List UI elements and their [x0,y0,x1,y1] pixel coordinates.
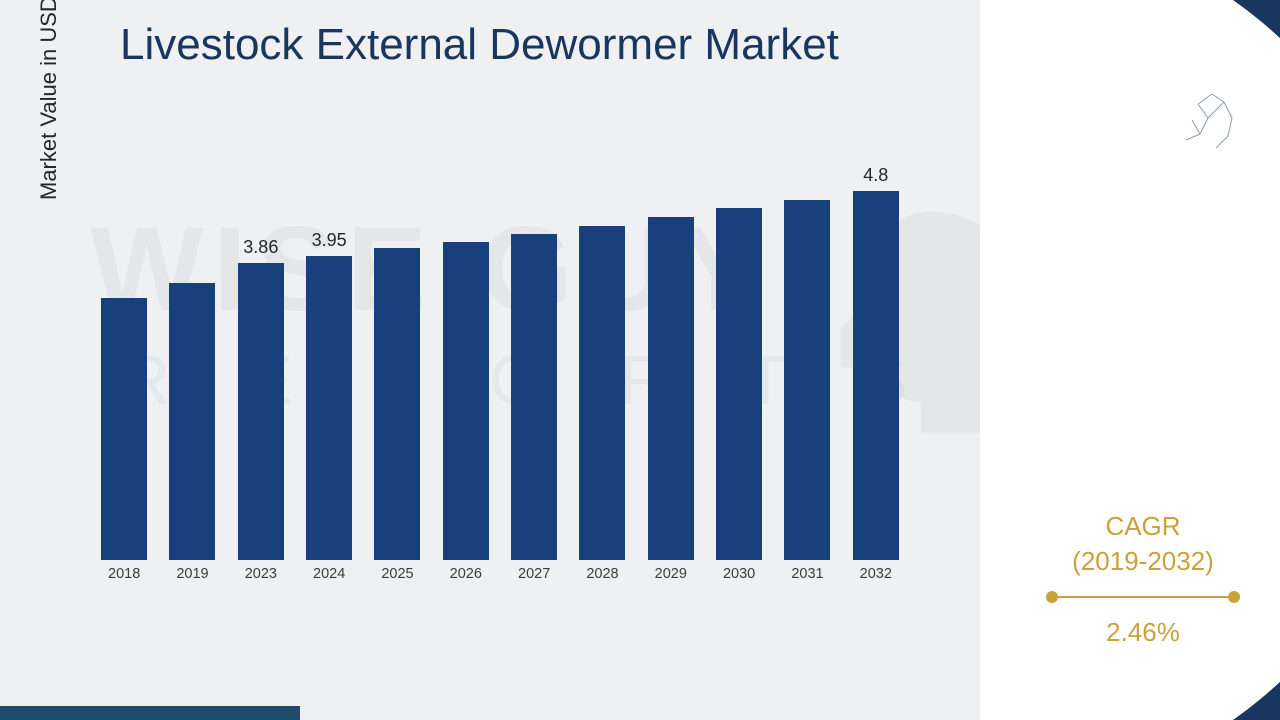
head-icon [1138,70,1258,190]
bar-col: 3.86 [227,160,295,560]
x-tick: 2032 [842,560,910,582]
x-tick: 2026 [432,560,500,582]
bar-col [500,160,568,560]
bar-col [705,160,773,560]
bar [443,242,489,560]
bar [238,263,284,560]
bar-value-label: 3.86 [243,237,278,259]
x-tick: 2027 [500,560,568,582]
dot-icon [1228,591,1240,603]
x-tick: 2031 [773,560,841,582]
x-axis: 2018201920232024202520262027202820292030… [90,560,910,582]
bar-col: 3.95 [295,160,363,560]
x-tick: 2025 [363,560,431,582]
x-tick: 2019 [158,560,226,582]
bar-value-label: 3.95 [312,230,347,252]
bottom-accent-bar [0,706,300,720]
bar [648,217,694,560]
bar [579,226,625,560]
bar [784,200,830,560]
x-tick: 2028 [568,560,636,582]
bar-col [363,160,431,560]
bar-col [432,160,500,560]
dot-icon [1046,591,1058,603]
cagr-divider [1046,591,1240,603]
cagr-label: CAGR [1046,509,1240,544]
bar-col [158,160,226,560]
bar [853,191,899,560]
cagr-block: CAGR (2019-2032) 2.46% [1046,509,1240,650]
bar [169,283,215,560]
bar [511,234,557,560]
bar [374,248,420,560]
bar [101,298,147,560]
bar-col [773,160,841,560]
divider-line [1058,596,1228,598]
chart-title: Livestock External Dewormer Market [120,20,839,70]
cagr-value: 2.46% [1046,615,1240,650]
bar [306,256,352,560]
x-tick: 2029 [637,560,705,582]
x-tick: 2018 [90,560,158,582]
bar-chart: 3.86 3.95 4.8 2018201920232024202520262027… [80,160,910,600]
bar-value-label: 4.8 [863,165,888,187]
bar-col [637,160,705,560]
x-tick: 2024 [295,560,363,582]
bar-col [90,160,158,560]
cagr-period: (2019-2032) [1046,544,1240,579]
y-axis-label: Market Value in USD Billion [36,0,62,200]
x-tick: 2023 [227,560,295,582]
plot-area: 3.86 3.95 4.8 [90,160,910,560]
bar-col: 4.8 [842,160,910,560]
bar [716,208,762,560]
x-tick: 2030 [705,560,773,582]
canvas: WISE GUY R E P O R T S Livestock Externa… [0,0,1280,720]
logo: WISE GUY REPORTS [1032,40,1248,102]
bar-col [568,160,636,560]
